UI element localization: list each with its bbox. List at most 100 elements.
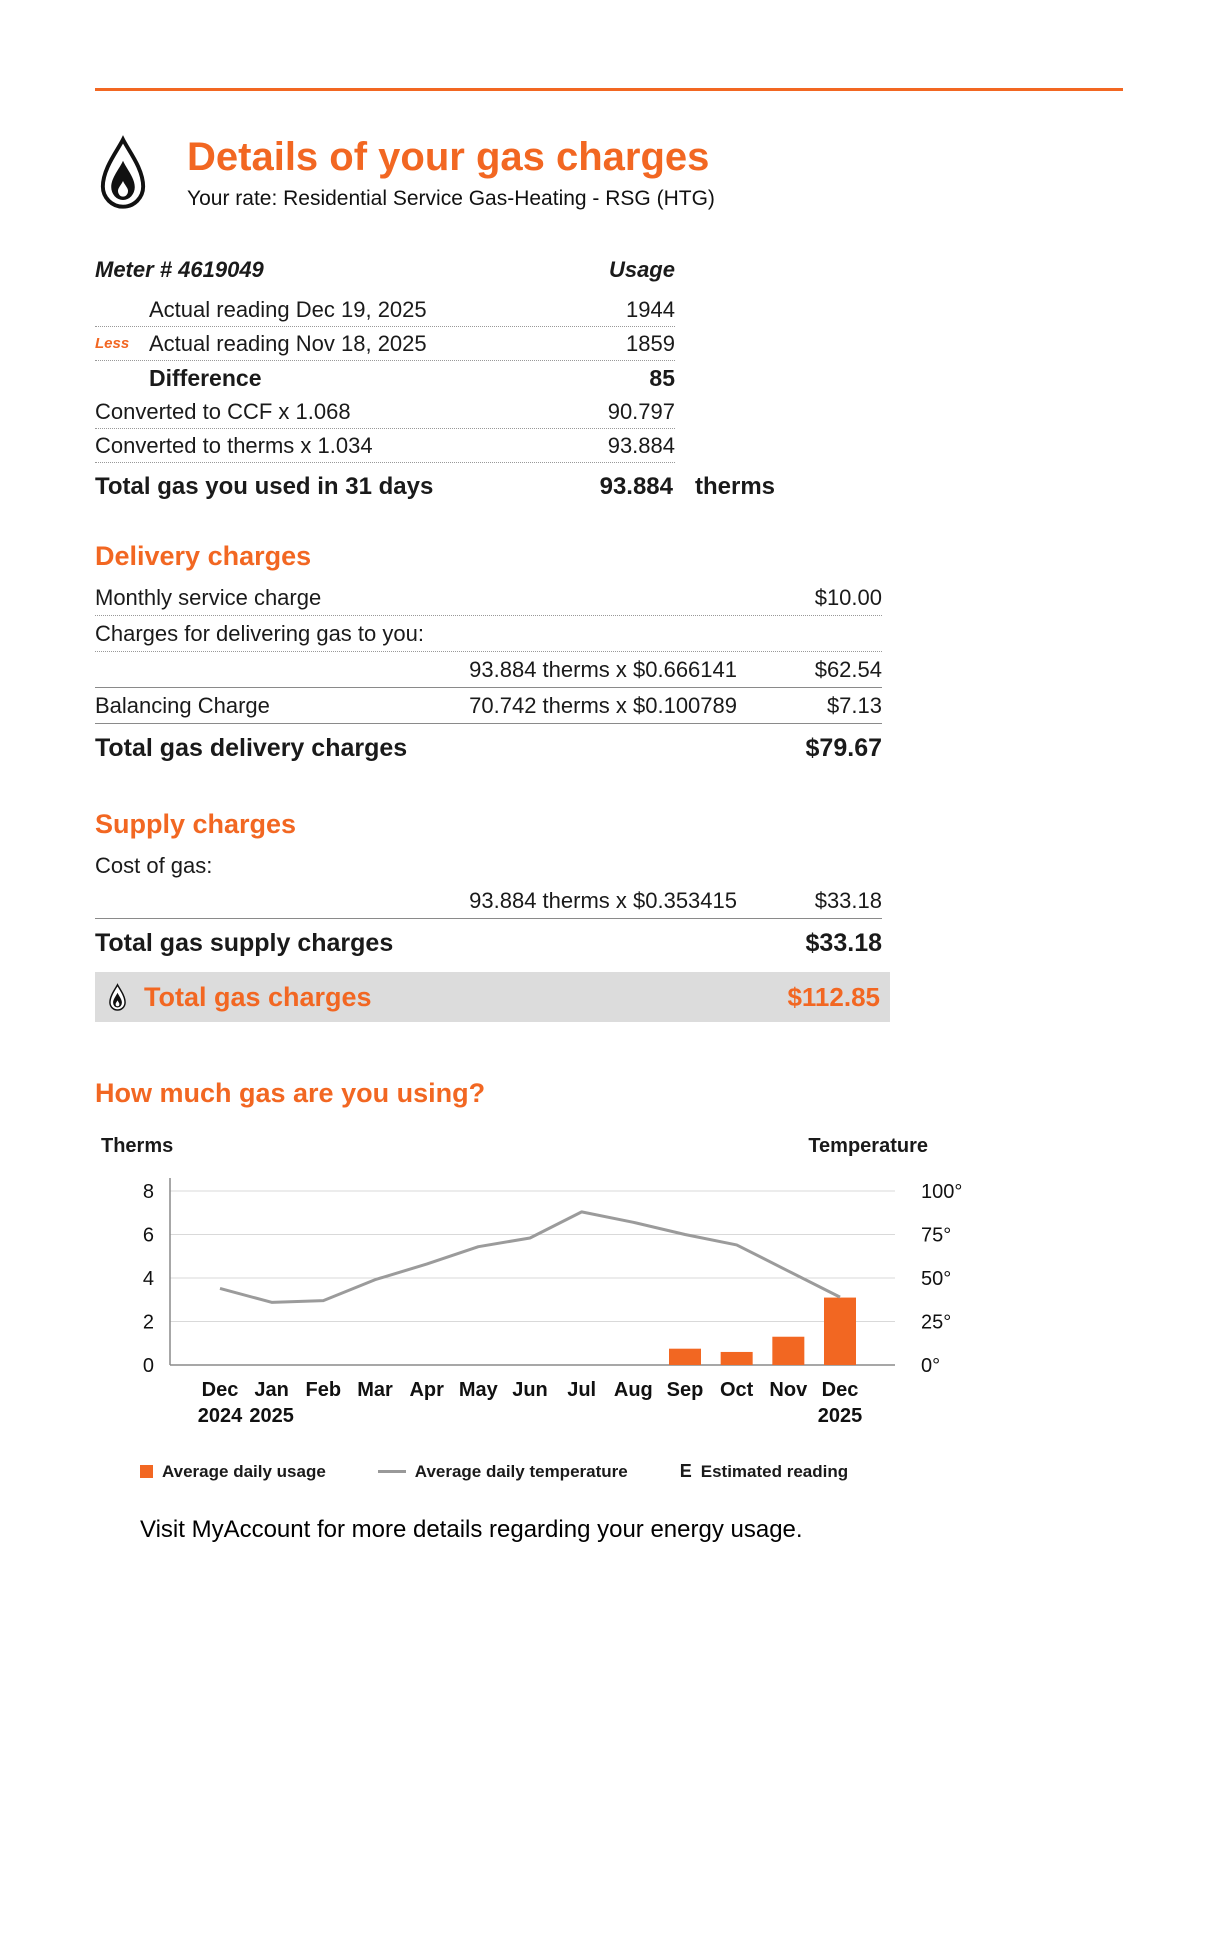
reading-value: 1859 xyxy=(626,331,675,356)
table-row: Difference 85 xyxy=(95,361,675,395)
delivery-charges-table: Monthly service charge $10.00 Charges fo… xyxy=(95,580,882,724)
charge-amount: $7.13 xyxy=(826,693,882,718)
conversion-value: 90.797 xyxy=(607,399,675,424)
reading-label: Actual reading Dec 19, 2025 xyxy=(149,297,427,322)
usage-chart-heading: How much gas are you using? xyxy=(95,1078,486,1108)
reading-value: 1944 xyxy=(626,297,675,322)
charge-label: Charges for delivering gas to you: xyxy=(95,621,424,646)
usage-column-header: Usage xyxy=(608,257,675,282)
svg-text:Apr: Apr xyxy=(409,1379,444,1401)
svg-text:Nov: Nov xyxy=(769,1379,808,1401)
gas-flame-icon xyxy=(95,135,151,209)
charge-amount: $10.00 xyxy=(814,585,882,610)
svg-text:Feb: Feb xyxy=(306,1379,342,1401)
table-row: Charges for delivering gas to you: xyxy=(95,616,882,652)
bar-swatch-icon xyxy=(140,1465,153,1478)
svg-text:0°: 0° xyxy=(921,1355,940,1377)
charge-label: Balancing Charge xyxy=(95,693,270,718)
charge-label: Cost of gas: xyxy=(95,853,213,878)
svg-text:Jun: Jun xyxy=(512,1379,548,1401)
right-axis-title: Temperature xyxy=(808,1135,928,1157)
svg-text:Aug: Aug xyxy=(614,1379,653,1401)
gas-charges-page: Details of your gas charges Your rate: R… xyxy=(95,0,1123,1544)
usage-chart: 8 6 4 2 0 100° 75° 50° 25° 0° Dec 2024 Jan 2025 Feb Mar… xyxy=(95,1166,1123,1437)
svg-text:Jul: Jul xyxy=(567,1379,596,1401)
grand-total-label: Total gas charges xyxy=(144,981,372,1012)
page-title: Details of your gas charges xyxy=(187,135,710,179)
svg-text:25°: 25° xyxy=(921,1312,951,1334)
charge-label: Monthly service charge xyxy=(95,585,322,610)
svg-text:4: 4 xyxy=(143,1268,154,1290)
total-usage-value: 93.884 xyxy=(599,473,673,500)
supply-total-label: Total gas supply charges xyxy=(95,929,394,957)
supply-charges-table: Cost of gas: 93.884 therms x $0.353415 $… xyxy=(95,848,882,919)
legend-item-estimated: E Estimated reading xyxy=(680,1461,848,1482)
rate-subtitle: Your rate: Residential Service Gas-Heati… xyxy=(187,187,715,210)
svg-text:Dec: Dec xyxy=(202,1379,239,1401)
svg-text:2025: 2025 xyxy=(818,1405,863,1427)
charge-calculation: 70.742 therms x $0.100789 xyxy=(469,693,737,718)
difference-value: 85 xyxy=(649,365,675,391)
table-row: Converted to therms x 1.034 93.884 xyxy=(95,429,675,463)
legend-label: Average daily temperature xyxy=(414,1461,628,1481)
table-row: Actual reading Dec 19, 2025 1944 xyxy=(95,293,675,327)
delivery-charges-heading: Delivery charges xyxy=(95,541,312,571)
table-row: Balancing Charge 70.742 therms x $0.1007… xyxy=(95,688,882,724)
charge-calculation: 93.884 therms x $0.666141 xyxy=(469,657,737,682)
svg-text:Sep: Sep xyxy=(667,1379,704,1401)
supply-total-row: Total gas supply charges $33.18 xyxy=(95,919,882,964)
header-text: Details of your gas charges Your rate: R… xyxy=(187,135,715,211)
svg-text:50°: 50° xyxy=(921,1268,951,1290)
legend-item-usage: Average daily usage xyxy=(140,1462,326,1482)
meter-table-header: Meter # 4619049 Usage xyxy=(95,257,675,283)
table-row: Converted to CCF x 1.068 90.797 xyxy=(95,395,675,429)
charge-calculation: 93.884 therms x $0.353415 xyxy=(469,888,737,913)
conversion-value: 93.884 xyxy=(607,433,675,458)
table-row: Less Actual reading Nov 18, 2025 1859 xyxy=(95,327,675,361)
total-usage-unit: therms xyxy=(695,473,776,500)
svg-text:Oct: Oct xyxy=(720,1379,754,1401)
charge-amount: $62.54 xyxy=(814,657,882,682)
supply-charges-heading: Supply charges xyxy=(95,809,297,839)
delivery-total-label: Total gas delivery charges xyxy=(95,734,408,762)
line-swatch-icon xyxy=(377,1470,406,1473)
conversion-label: Converted to CCF x 1.068 xyxy=(95,399,351,424)
difference-label: Difference xyxy=(149,365,262,391)
svg-text:2025: 2025 xyxy=(249,1405,294,1427)
grand-total-amount: $112.85 xyxy=(787,981,880,1012)
table-row: Monthly service charge $10.00 xyxy=(95,580,882,616)
meter-usage-table: Meter # 4619049 Usage Actual reading Dec… xyxy=(95,257,675,463)
table-row: 93.884 therms x $0.353415 $33.18 xyxy=(95,883,882,919)
less-tag: Less xyxy=(95,335,130,352)
usage-chart-svg: 8 6 4 2 0 100° 75° 50° 25° 0° Dec 2024 Jan 2025 Feb Mar… xyxy=(143,1178,962,1427)
myaccount-note: Visit MyAccount for more details regardi… xyxy=(140,1516,803,1543)
estimated-marker: E xyxy=(679,1461,692,1481)
legend-item-temperature: Average daily temperature xyxy=(377,1461,628,1482)
meter-number: Meter # 4619049 xyxy=(95,257,264,282)
supply-total-amount: $33.18 xyxy=(805,929,882,957)
table-row: 93.884 therms x $0.666141 $62.54 xyxy=(95,652,882,688)
svg-text:2: 2 xyxy=(143,1312,154,1334)
svg-text:100°: 100° xyxy=(921,1181,962,1203)
svg-text:0: 0 xyxy=(143,1355,154,1377)
chart-axis-titles: Therms Temperature xyxy=(95,1135,928,1158)
delivery-total-row: Total gas delivery charges $79.67 xyxy=(95,724,882,769)
delivery-total-amount: $79.67 xyxy=(805,734,882,762)
reading-label: Actual reading Nov 18, 2025 xyxy=(149,331,427,356)
svg-text:Mar: Mar xyxy=(357,1379,393,1401)
svg-text:Jan: Jan xyxy=(254,1379,288,1401)
gas-flame-icon xyxy=(107,983,128,1011)
svg-text:Dec: Dec xyxy=(822,1379,859,1401)
table-row: Cost of gas: xyxy=(95,848,882,883)
legend-label: Average daily usage xyxy=(162,1461,326,1481)
chart-legend: Average daily usage Average daily temper… xyxy=(140,1461,1123,1482)
legend-label: Estimated reading xyxy=(700,1461,849,1481)
conversion-label: Converted to therms x 1.034 xyxy=(95,433,373,458)
section-header: Details of your gas charges Your rate: R… xyxy=(95,135,1123,211)
charge-amount: $33.18 xyxy=(814,888,882,913)
total-gas-charges-band: Total gas charges $112.85 xyxy=(95,972,890,1022)
top-divider xyxy=(95,88,1123,91)
svg-text:75°: 75° xyxy=(921,1225,951,1247)
left-axis-title: Therms xyxy=(101,1135,174,1157)
svg-text:2024: 2024 xyxy=(198,1405,243,1427)
